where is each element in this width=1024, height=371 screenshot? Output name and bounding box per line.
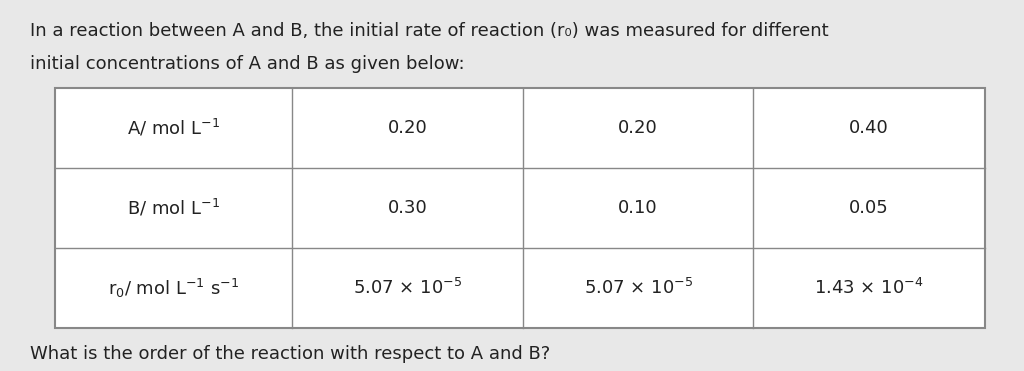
Text: 0.05: 0.05 xyxy=(849,199,889,217)
Text: 1.43 $\times$ 10$^{-4}$: 1.43 $\times$ 10$^{-4}$ xyxy=(814,278,924,298)
Text: A/ mol L$^{-1}$: A/ mol L$^{-1}$ xyxy=(127,118,220,138)
Text: 0.40: 0.40 xyxy=(849,119,889,137)
Text: initial concentrations of A and B as given below:: initial concentrations of A and B as giv… xyxy=(30,55,465,73)
Text: r$_0$/ mol L$^{-1}$ s$^{-1}$: r$_0$/ mol L$^{-1}$ s$^{-1}$ xyxy=(108,276,240,299)
Text: 0.30: 0.30 xyxy=(388,199,427,217)
Text: 0.20: 0.20 xyxy=(618,119,658,137)
Text: In a reaction between A and B, the initial rate of reaction (r₀) was measured fo: In a reaction between A and B, the initi… xyxy=(30,22,828,40)
Text: 0.20: 0.20 xyxy=(388,119,427,137)
Text: 5.07 $\times$ 10$^{-5}$: 5.07 $\times$ 10$^{-5}$ xyxy=(584,278,692,298)
Text: What is the order of the reaction with respect to A and B?: What is the order of the reaction with r… xyxy=(30,345,550,363)
Bar xyxy=(55,88,985,328)
Text: B/ mol L$^{-1}$: B/ mol L$^{-1}$ xyxy=(127,197,220,219)
Text: 0.10: 0.10 xyxy=(618,199,658,217)
Text: 5.07 $\times$ 10$^{-5}$: 5.07 $\times$ 10$^{-5}$ xyxy=(353,278,462,298)
Bar xyxy=(55,88,985,328)
